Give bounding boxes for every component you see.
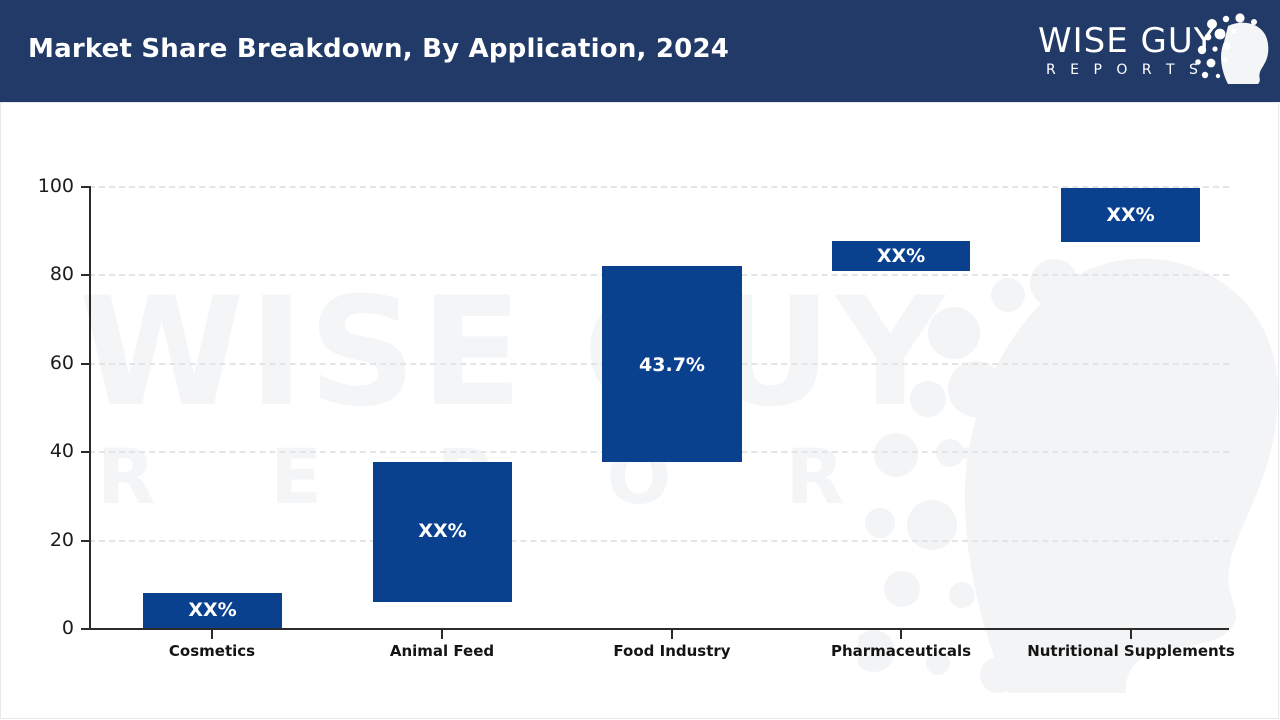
x-tick-animal-feed bbox=[441, 630, 443, 639]
y-tick-20 bbox=[81, 540, 91, 542]
wiseguy-reports-logo: WISE GUY R E P O R T S bbox=[1022, 10, 1272, 92]
bar-cosmetics[interactable]: XX% bbox=[143, 593, 282, 628]
y-tick-0 bbox=[81, 628, 91, 630]
y-tick-80 bbox=[81, 274, 91, 276]
logo-head-icon bbox=[1195, 13, 1269, 85]
bar-pharmaceuticals[interactable]: XX% bbox=[832, 241, 970, 271]
x-label-food-industry: Food Industry bbox=[613, 642, 731, 660]
y-tick-label-0: 0 bbox=[61, 617, 74, 639]
svg-text:WISE GUY: WISE GUY bbox=[1038, 21, 1216, 61]
header-bar: Market Share Breakdown, By Application, … bbox=[0, 0, 1280, 102]
svg-text:R E P O R T S: R E P O R T S bbox=[1046, 62, 1203, 78]
x-tick-pharmaceuticals bbox=[900, 630, 902, 639]
x-label-animal-feed: Animal Feed bbox=[389, 642, 495, 660]
plot-area: 100 80 60 40 20 0 XX% XX% 43.7% XX% bbox=[1, 103, 1280, 720]
x-tick-food-industry bbox=[671, 630, 673, 639]
x-tick-nutritional-supplements bbox=[1130, 630, 1132, 639]
y-tick-60 bbox=[81, 363, 91, 365]
x-label-cosmetics: Cosmetics bbox=[168, 642, 256, 660]
y-tick-label-80: 80 bbox=[49, 263, 74, 285]
page-title: Market Share Breakdown, By Application, … bbox=[28, 34, 730, 64]
y-tick-label-60: 60 bbox=[49, 352, 74, 374]
bar-food-industry[interactable]: 43.7% bbox=[602, 266, 742, 462]
chart-panel: WISE GUY R E P O R T S bbox=[0, 102, 1279, 719]
bar-animal-feed[interactable]: XX% bbox=[373, 462, 512, 602]
y-tick-100 bbox=[81, 186, 91, 188]
bar-nutritional-supplements[interactable]: XX% bbox=[1061, 188, 1200, 242]
x-label-nutritional-supplements: Nutritional Supplements bbox=[1027, 642, 1235, 660]
bar-label-animal-feed: XX% bbox=[418, 520, 467, 542]
bar-label-food-industry: 43.7% bbox=[639, 354, 705, 376]
gridline-100 bbox=[89, 186, 1229, 188]
y-tick-label-40: 40 bbox=[49, 440, 74, 462]
gridline-20 bbox=[89, 540, 1229, 542]
y-tick-40 bbox=[81, 451, 91, 453]
x-tick-cosmetics bbox=[211, 630, 213, 639]
bar-label-pharmaceuticals: XX% bbox=[876, 245, 926, 267]
bar-label-cosmetics: XX% bbox=[188, 599, 237, 621]
logo-svg: WISE GUY R E P O R T S bbox=[1038, 13, 1269, 85]
y-tick-label-20: 20 bbox=[49, 529, 74, 551]
x-axis-line bbox=[89, 628, 1229, 630]
y-tick-label-100: 100 bbox=[37, 175, 74, 197]
bar-label-nutritional-supplements: XX% bbox=[1106, 204, 1155, 226]
x-label-pharmaceuticals: Pharmaceuticals bbox=[830, 642, 972, 660]
y-axis-line bbox=[89, 186, 91, 629]
